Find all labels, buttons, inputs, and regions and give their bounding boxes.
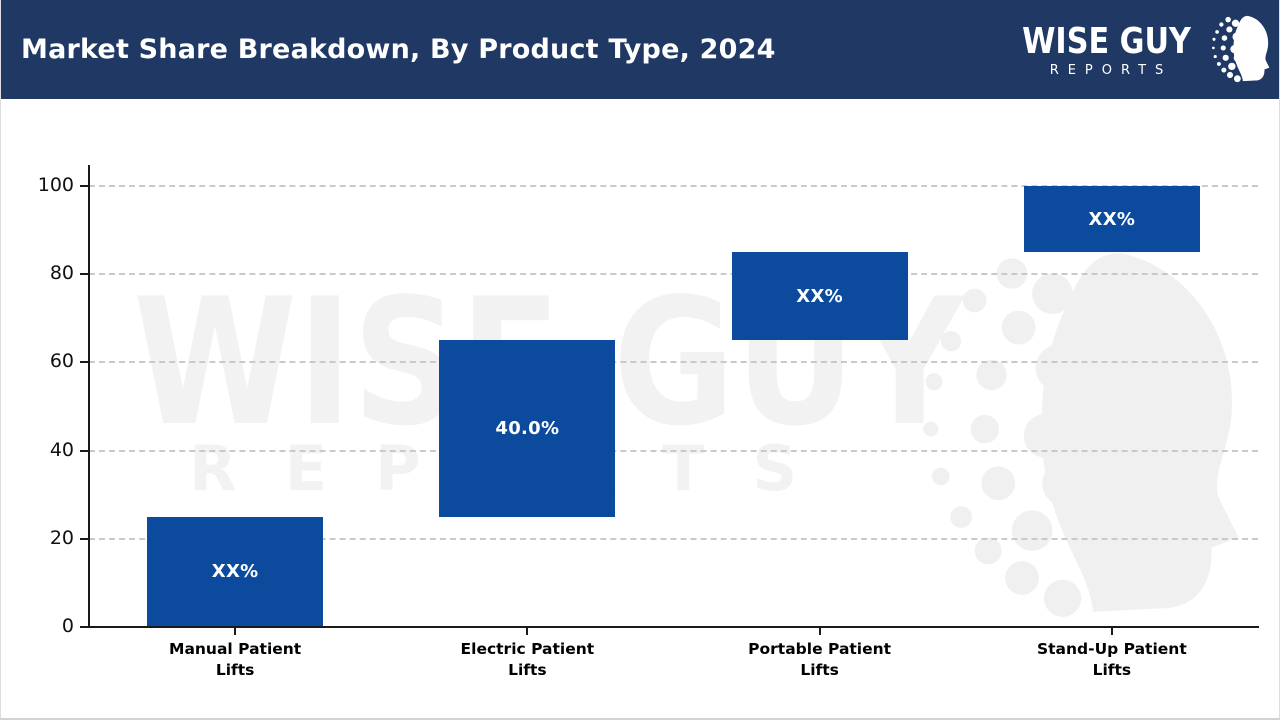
chart-header: Market Share Breakdown, By Product Type,…: [1, 0, 1279, 99]
y-tick-label: 60: [49, 350, 74, 373]
gridline: [89, 185, 1258, 187]
x-tick-mark: [1110, 628, 1113, 635]
x-tick-mark: [526, 628, 529, 635]
x-tick-label-text: Stand-Up Patient Lifts: [1036, 640, 1187, 679]
bar-value-label: XX%: [211, 561, 259, 583]
x-tick-label-text: Electric Patient Lifts: [460, 640, 595, 679]
y-tick-mark: [80, 273, 89, 276]
bar-electric-patient-lifts: 40.0%: [439, 340, 616, 517]
wiseguy-logo: WISE GUY REPORTS: [1006, 11, 1275, 91]
x-tick-mark: [818, 628, 821, 635]
gridline: [89, 449, 1258, 452]
logo-text: WISE GUY REPORTS: [1006, 20, 1207, 78]
logo-wordmark: WISE GUY: [1022, 20, 1191, 62]
y-tick-label: 20: [49, 526, 74, 549]
y-axis-line: [88, 165, 90, 628]
y-tick-mark: [80, 449, 89, 452]
y-tick-mark: [80, 185, 89, 187]
bar-value-label: XX%: [796, 285, 843, 307]
y-tick-label: 80: [49, 262, 74, 285]
bar-stand-up-patient-lifts: XX%: [1023, 186, 1200, 253]
x-tick-label: Manual Patient Lifts: [89, 639, 381, 681]
x-axis-line: [88, 626, 1259, 628]
page-title: Market Share Breakdown, By Product Type,…: [21, 34, 776, 65]
watermark-face-icon: [923, 253, 1239, 617]
gridline: [89, 537, 1258, 540]
y-tick-mark: [80, 361, 89, 364]
y-tick-mark: [80, 626, 89, 628]
y-tick-label: 0: [61, 615, 74, 637]
bar-manual-patient-lifts: XX%: [147, 516, 324, 627]
gridline: [89, 361, 1258, 364]
gridline: [89, 273, 1258, 276]
x-tick-mark: [234, 628, 237, 635]
x-tick-label: Stand-Up Patient Lifts: [966, 639, 1258, 681]
logo-face-icon: [1212, 15, 1270, 82]
y-tick-label: 100: [37, 174, 74, 196]
x-tick-label-text: Portable Patient Lifts: [748, 640, 892, 679]
logo-subtext: REPORTS: [1049, 62, 1173, 78]
y-tick-mark: [80, 537, 89, 540]
x-tick-label: Portable Patient Lifts: [674, 639, 966, 681]
bar-value-label: 40.0%: [495, 418, 560, 440]
x-tick-label: Electric Patient Lifts: [381, 639, 673, 681]
bar-value-label: XX%: [1088, 208, 1136, 230]
x-tick-label-text: Manual Patient Lifts: [169, 640, 302, 679]
bar-portable-patient-lifts: XX%: [731, 252, 908, 341]
y-tick-label: 40: [49, 438, 74, 461]
